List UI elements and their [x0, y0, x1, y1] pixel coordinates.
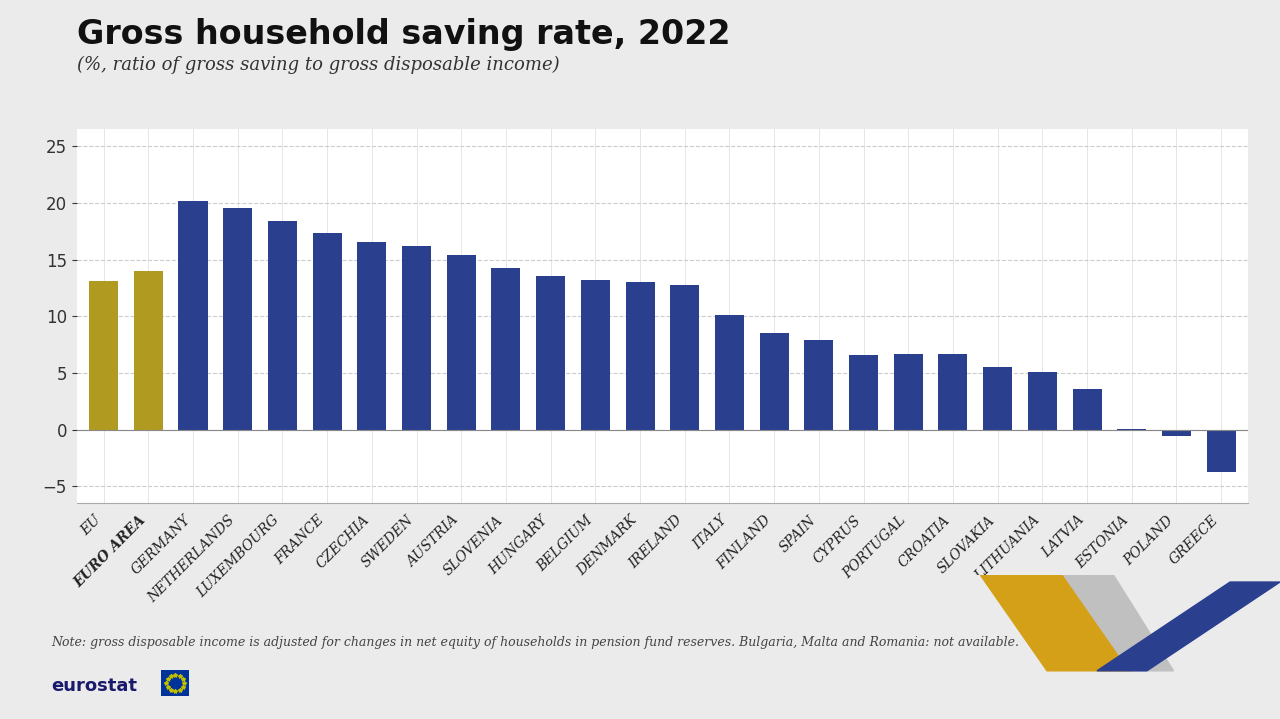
Bar [626, 283, 654, 430]
Polygon shape [980, 575, 1130, 671]
Text: Note: gross disposable income is adjusted for changes in net equity of household: Note: gross disposable income is adjuste… [51, 636, 1019, 649]
Bar [581, 280, 609, 430]
Bar [447, 255, 476, 430]
Bar [804, 340, 833, 430]
Bar [1207, 430, 1235, 472]
Bar [1162, 430, 1190, 436]
Text: Gross household saving rate, 2022: Gross household saving rate, 2022 [77, 18, 731, 51]
Bar [492, 267, 521, 430]
Bar [312, 232, 342, 430]
Bar [849, 355, 878, 430]
Bar [671, 285, 699, 430]
Bar [178, 201, 207, 430]
Bar [536, 275, 566, 430]
Bar [893, 354, 923, 430]
Bar [716, 315, 744, 430]
Bar [268, 221, 297, 430]
Bar [402, 246, 431, 430]
Bar [90, 281, 118, 430]
Bar [938, 354, 968, 430]
Polygon shape [1064, 575, 1174, 671]
Bar [357, 242, 387, 430]
Bar [759, 334, 788, 430]
Text: eurostat: eurostat [51, 677, 137, 695]
Bar [1117, 429, 1147, 430]
Bar [983, 367, 1012, 430]
Bar [134, 271, 163, 430]
Bar [1028, 372, 1057, 430]
Bar [1073, 389, 1102, 430]
Text: (%, ratio of gross saving to gross disposable income): (%, ratio of gross saving to gross dispo… [77, 56, 559, 74]
Bar [223, 208, 252, 430]
Polygon shape [1097, 582, 1280, 671]
